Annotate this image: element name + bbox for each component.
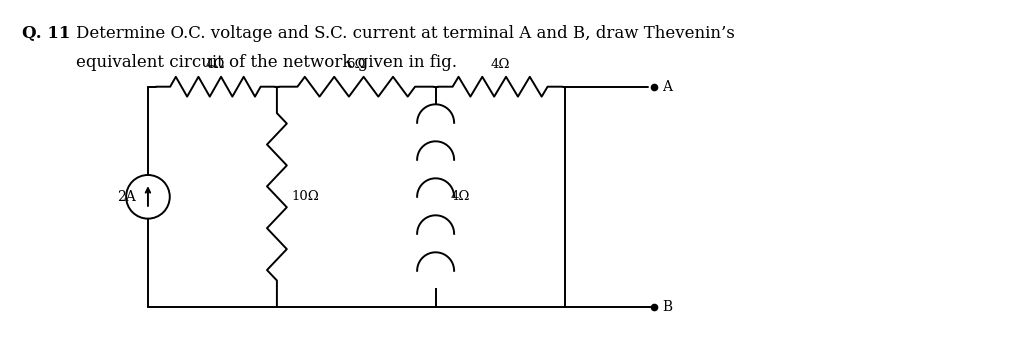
- Text: 2A: 2A: [118, 190, 136, 204]
- Text: equivalent circuit of the network given in fig.: equivalent circuit of the network given …: [76, 54, 457, 71]
- Text: 4Ω: 4Ω: [206, 58, 225, 71]
- Text: 10Ω: 10Ω: [292, 190, 319, 203]
- Text: 6Ω: 6Ω: [346, 58, 366, 71]
- Text: B: B: [662, 300, 672, 314]
- Text: A: A: [662, 80, 672, 94]
- Text: 4Ω: 4Ω: [451, 190, 470, 203]
- Text: Q. 11: Q. 11: [22, 25, 71, 42]
- Text: 4Ω: 4Ω: [490, 58, 510, 71]
- Text: Determine O.C. voltage and S.C. current at terminal A and B, draw Thevenin’s: Determine O.C. voltage and S.C. current …: [76, 25, 734, 42]
